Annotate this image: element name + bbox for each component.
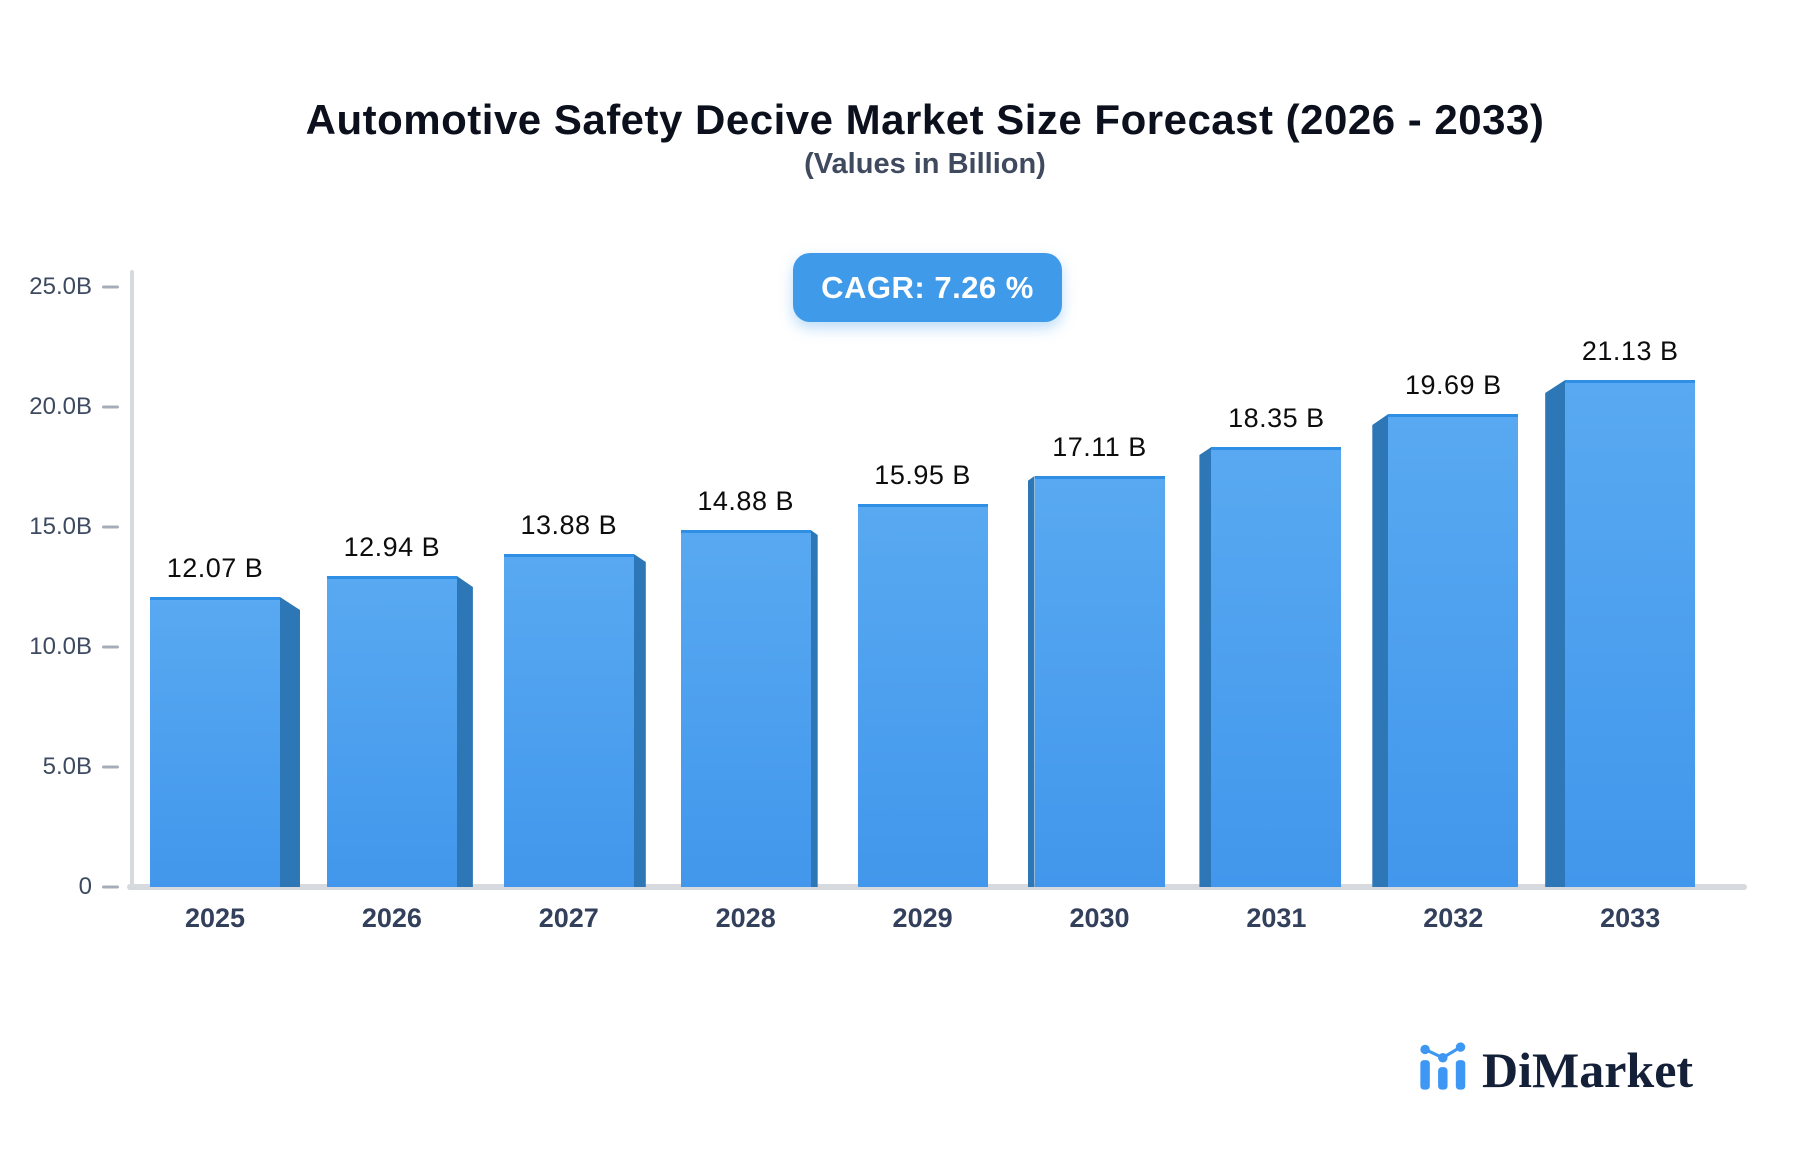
y-axis-tick-mark xyxy=(102,645,119,649)
bar-2033[interactable] xyxy=(1565,380,1696,887)
bar-3d-side xyxy=(1199,447,1212,887)
bar-2032[interactable] xyxy=(1388,414,1519,887)
y-axis-tick-mark xyxy=(102,405,119,409)
x-axis-tick-label: 2032 xyxy=(1423,903,1484,933)
chart-title: Automotive Safety Decive Market Size For… xyxy=(305,96,1545,143)
x-axis-tick-label: 2029 xyxy=(892,903,953,933)
y-axis-tick-mark xyxy=(102,765,119,769)
bar-value-label: 15.95 B xyxy=(874,460,971,490)
bar-3d-side xyxy=(1027,476,1035,887)
x-axis-tick-label: 2030 xyxy=(1069,903,1130,933)
bar-3d-side xyxy=(1545,380,1566,887)
bar-3d-side xyxy=(633,554,646,887)
bar-value-label: 13.88 B xyxy=(520,510,618,540)
bar-2029[interactable] xyxy=(857,504,988,887)
bar-2027[interactable] xyxy=(503,554,634,887)
x-axis-tick-label: 2027 xyxy=(538,903,599,933)
bar-value-label: 12.07 B xyxy=(166,553,264,583)
y-axis-tick-label: 25.0B xyxy=(29,273,92,300)
x-axis-tick-label: 2028 xyxy=(715,903,776,933)
x-axis-tick-label: 2033 xyxy=(1600,903,1661,933)
brand-logo-icon xyxy=(1418,1042,1470,1095)
cagr-badge-label: CAGR: 7.26 % xyxy=(821,269,1034,305)
bar-2025[interactable] xyxy=(150,597,280,887)
y-axis-tick-label: 10.0B xyxy=(29,633,92,660)
bar-value-label: 17.11 B xyxy=(1052,432,1147,462)
y-axis-tick-mark xyxy=(102,285,119,289)
bar-value-label: 12.94 B xyxy=(343,532,441,562)
brand-watermark: DiMarket xyxy=(1418,1042,1693,1095)
x-axis-baseline xyxy=(127,884,1747,890)
chart-subtitle: (Values in Billion) xyxy=(804,148,1046,180)
y-axis-line xyxy=(130,270,134,887)
y-axis-tick-label: 15.0B xyxy=(29,513,92,540)
y-axis-tick-mark xyxy=(102,525,119,529)
bar-value-label: 19.69 B xyxy=(1405,370,1502,400)
cagr-badge: CAGR: 7.26 % xyxy=(793,253,1062,322)
bar-2026[interactable] xyxy=(326,576,457,887)
bar-3d-side xyxy=(456,576,473,887)
bar-2028[interactable] xyxy=(680,530,811,887)
brand-name: DiMarket xyxy=(1482,1042,1694,1098)
bar-value-label: 21.13 B xyxy=(1581,336,1679,366)
bar-2030[interactable] xyxy=(1034,476,1165,887)
bar-3d-side xyxy=(280,597,300,887)
bar-value-label: 18.35 B xyxy=(1228,403,1325,433)
bar-3d-side xyxy=(810,530,818,887)
x-axis-tick-label: 2031 xyxy=(1246,903,1307,933)
y-axis-tick-mark xyxy=(102,885,119,889)
y-axis-tick-label: 20.0B xyxy=(29,393,92,420)
bar-2031[interactable] xyxy=(1211,447,1342,887)
x-axis-tick-label: 2025 xyxy=(184,903,246,933)
y-axis-tick-label: 0 xyxy=(78,873,92,900)
bar-value-label: 14.88 B xyxy=(697,486,794,516)
x-axis-tick-label: 2026 xyxy=(361,903,422,933)
bar-3d-side xyxy=(1372,414,1389,887)
y-axis-tick-label: 5.0B xyxy=(42,753,92,780)
